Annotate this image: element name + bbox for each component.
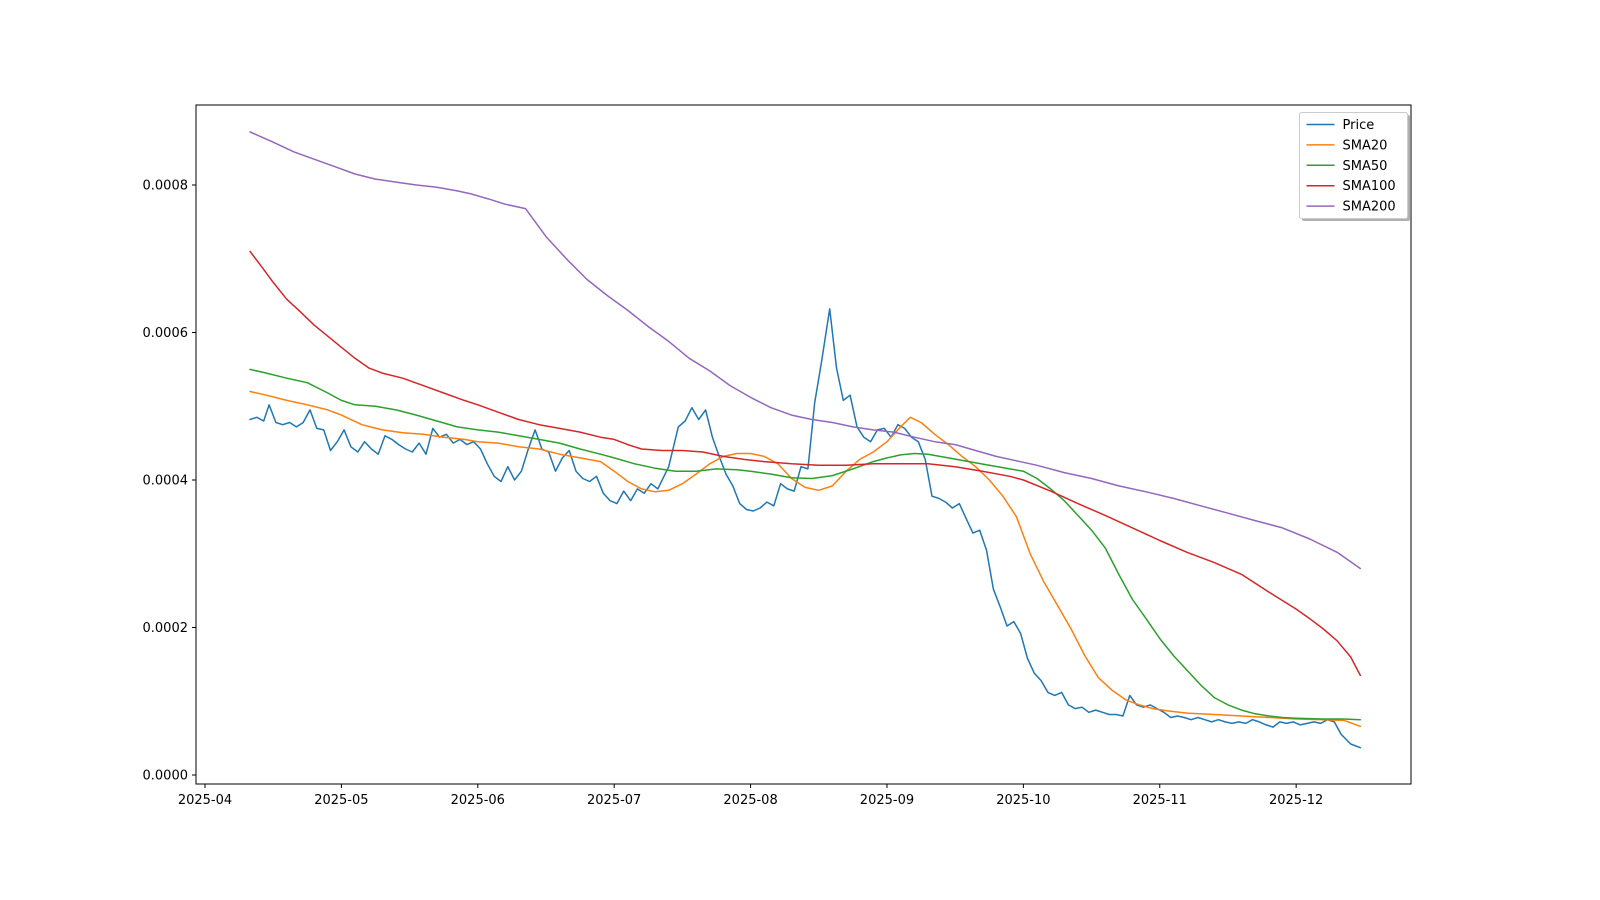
y-tick-label: 0.0008 bbox=[143, 179, 189, 194]
x-tick-label: 2025-07 bbox=[587, 793, 641, 808]
y-tick-label: 0.0004 bbox=[143, 474, 189, 489]
x-tick-label: 2025-06 bbox=[451, 793, 505, 808]
y-tick-label: 0.0000 bbox=[143, 769, 189, 784]
y-tick-label: 0.0002 bbox=[143, 621, 189, 636]
legend-label-sma20: SMA20 bbox=[1343, 138, 1388, 153]
x-tick-label: 2025-08 bbox=[723, 793, 777, 808]
x-tick-label: 2025-11 bbox=[1133, 793, 1187, 808]
legend-label-sma200: SMA200 bbox=[1343, 200, 1396, 215]
series-line-sma200 bbox=[249, 131, 1362, 570]
legend-label-price: Price bbox=[1343, 118, 1375, 133]
x-tick-label: 2025-10 bbox=[996, 793, 1050, 808]
x-tick-label: 2025-05 bbox=[314, 793, 368, 808]
x-tick-label: 2025-12 bbox=[1269, 793, 1323, 808]
series-line-sma100 bbox=[249, 250, 1362, 677]
x-tick-label: 2025-04 bbox=[178, 793, 232, 808]
legend-box bbox=[1299, 112, 1408, 219]
legend-label-sma100: SMA100 bbox=[1343, 179, 1396, 194]
series-line-price bbox=[249, 308, 1362, 749]
legend: Price SMA20 SMA50 SMA100 SMA200 bbox=[1299, 112, 1410, 221]
plot-frame bbox=[195, 104, 1412, 785]
legend-label-sma50: SMA50 bbox=[1343, 159, 1388, 174]
y-tick-label: 0.0006 bbox=[143, 326, 189, 341]
x-tick-label: 2025-09 bbox=[860, 793, 914, 808]
series-line-sma20 bbox=[249, 390, 1362, 728]
series-line-sma50 bbox=[249, 368, 1362, 721]
